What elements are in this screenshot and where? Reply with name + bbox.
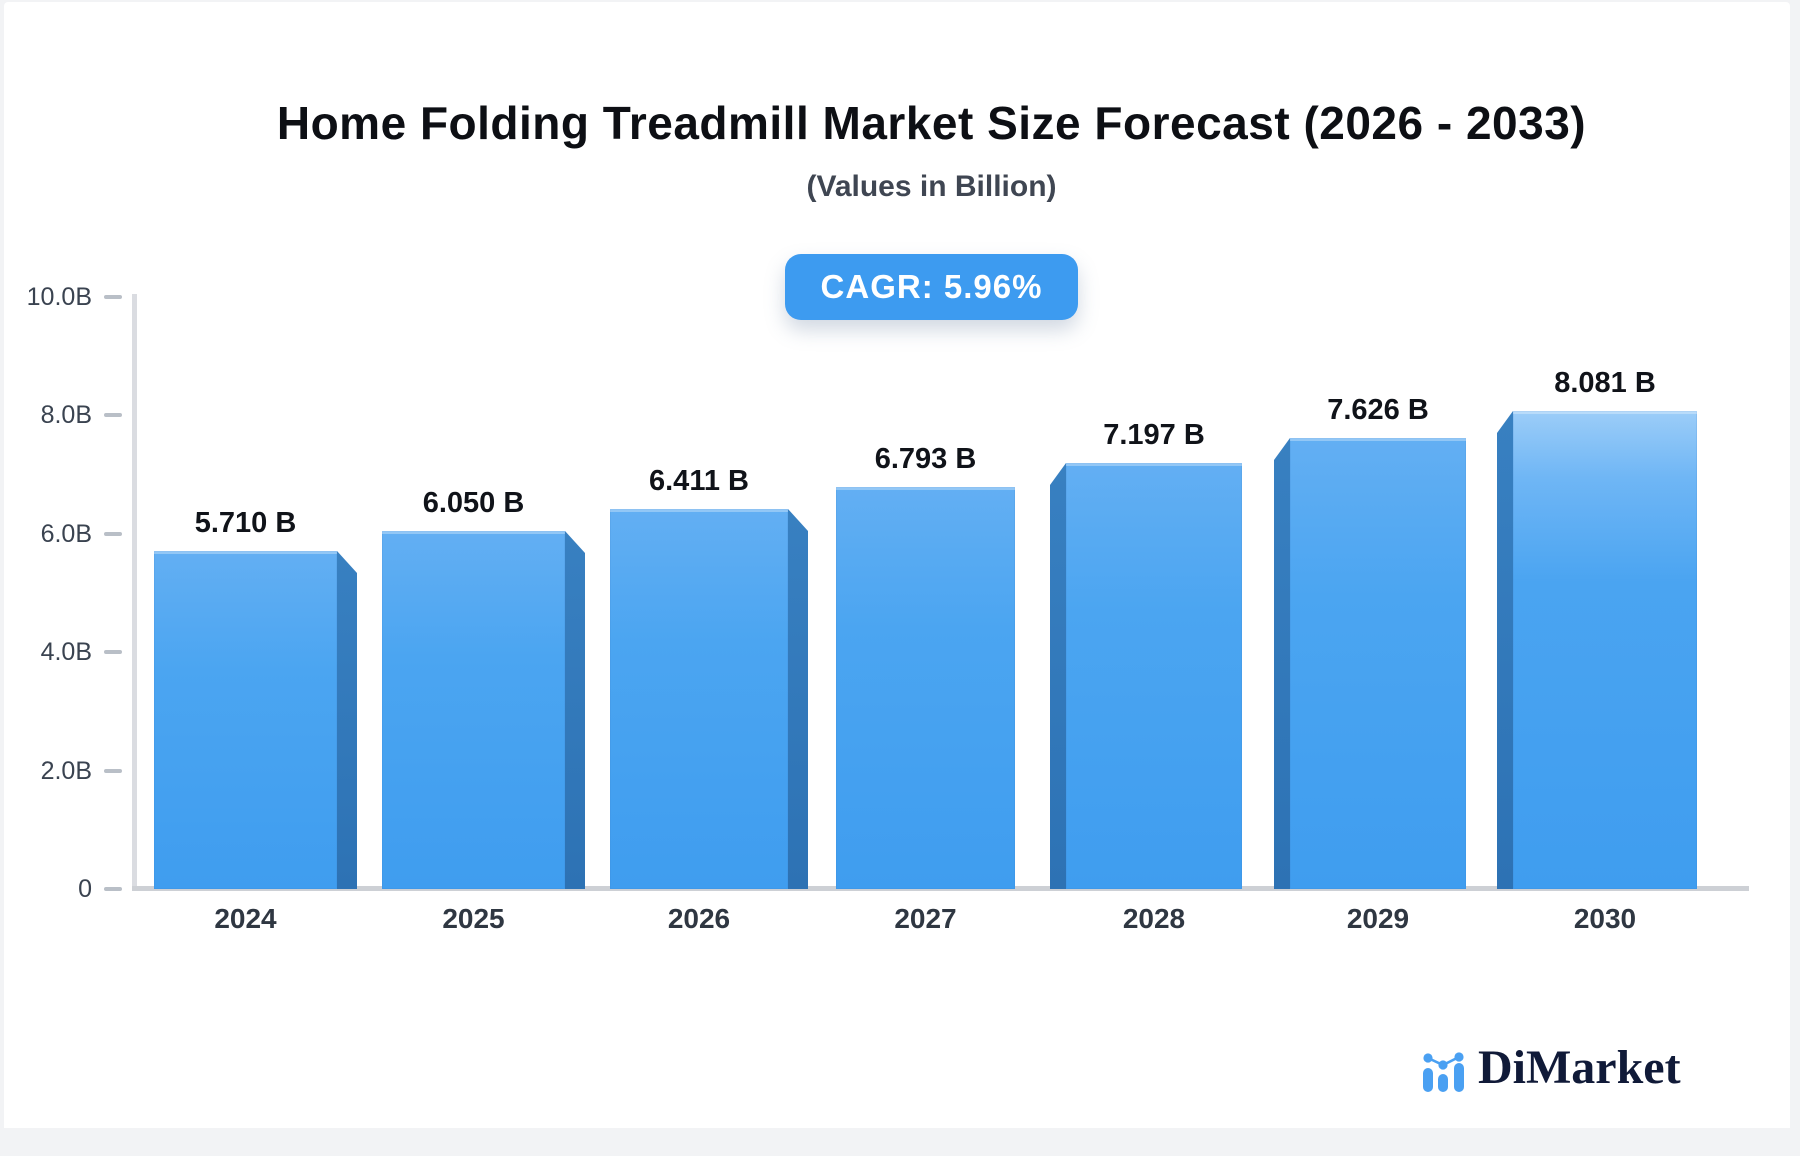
y-tick-mark-6.0B — [104, 532, 122, 536]
x-tick-label-2029: 2029 — [1346, 903, 1410, 934]
bottom-margin — [4, 1128, 1800, 1142]
cagr-badge: CAGR: 5.96% — [784, 254, 1079, 320]
x-tick-label-2027: 2027 — [894, 903, 957, 934]
bar-side-2026 — [788, 509, 808, 889]
chart-subtitle: (Values in Billion) — [806, 170, 1057, 203]
bar-side-2025 — [565, 531, 585, 889]
x-tick-label-2030: 2030 — [1573, 903, 1637, 934]
bar-value-label-2030: 8.081 B — [1554, 367, 1656, 399]
bar-value-label-2027: 6.793 B — [874, 443, 977, 475]
bar-2026[interactable] — [610, 509, 788, 889]
bar-side-2024 — [337, 551, 357, 889]
x-tick-label-2026: 2026 — [667, 903, 731, 934]
bar-side-2030 — [1497, 411, 1513, 889]
y-axis-line — [132, 294, 137, 888]
y-tick-label-8.0B: 8.0B — [40, 401, 92, 429]
bar-side-2028 — [1050, 463, 1066, 889]
bar-value-label-2029: 7.626 B — [1327, 394, 1429, 426]
bar-value-label-2028: 7.197 B — [1103, 419, 1205, 451]
bar-value-label-2024: 5.710 B — [194, 507, 297, 539]
y-tick-mark-8.0B — [104, 413, 122, 417]
bar-value-label-2025: 6.050 B — [422, 487, 525, 519]
bar-side-2029 — [1274, 438, 1290, 889]
chart-card: Home Folding Treadmill Market Size Forec… — [4, 2, 1800, 1142]
bar-value-label-2026: 6.411 B — [649, 465, 749, 497]
dimarket-logo[interactable]: DiMarket — [1422, 1038, 1681, 1094]
bar-2029[interactable] — [1290, 438, 1466, 889]
y-tick-mark-2.0B — [104, 769, 122, 773]
x-tick-label-2028: 2028 — [1122, 903, 1186, 934]
x-tick-label-2024: 2024 — [214, 903, 277, 934]
chart-title: Home Folding Treadmill Market Size Forec… — [276, 97, 1587, 149]
bar-2024[interactable] — [154, 551, 337, 889]
bar-2025[interactable] — [382, 531, 565, 889]
y-tick-label-10.0B: 10.0B — [26, 283, 92, 311]
bar-2030[interactable] — [1513, 411, 1697, 889]
badge-row: CAGR: 5.96% — [59, 254, 1800, 320]
y-tick-mark-4.0B — [104, 650, 122, 654]
y-tick-label-6.0B: 6.0B — [40, 520, 92, 548]
y-tick-mark-0 — [104, 887, 122, 891]
bar-2027[interactable] — [836, 487, 1015, 889]
bar-chart-plot: 0 2.0B 4.0B 6.0B 8.0B 10.0B 5.710 B 6.050 B 6.4… — [4, 2, 1800, 1156]
y-tick-mark-10.0B — [104, 295, 122, 299]
y-tick-label-2.0B: 2.0B — [40, 757, 92, 785]
x-tick-label-2025: 2025 — [442, 903, 505, 934]
y-tick-label-4.0B: 4.0B — [40, 638, 92, 666]
bar-2028[interactable] — [1066, 463, 1242, 889]
bar-line-chart-icon — [1423, 1052, 1464, 1092]
y-tick-label-0: 0 — [78, 875, 92, 903]
brand-name: DiMarket — [1478, 1041, 1681, 1094]
